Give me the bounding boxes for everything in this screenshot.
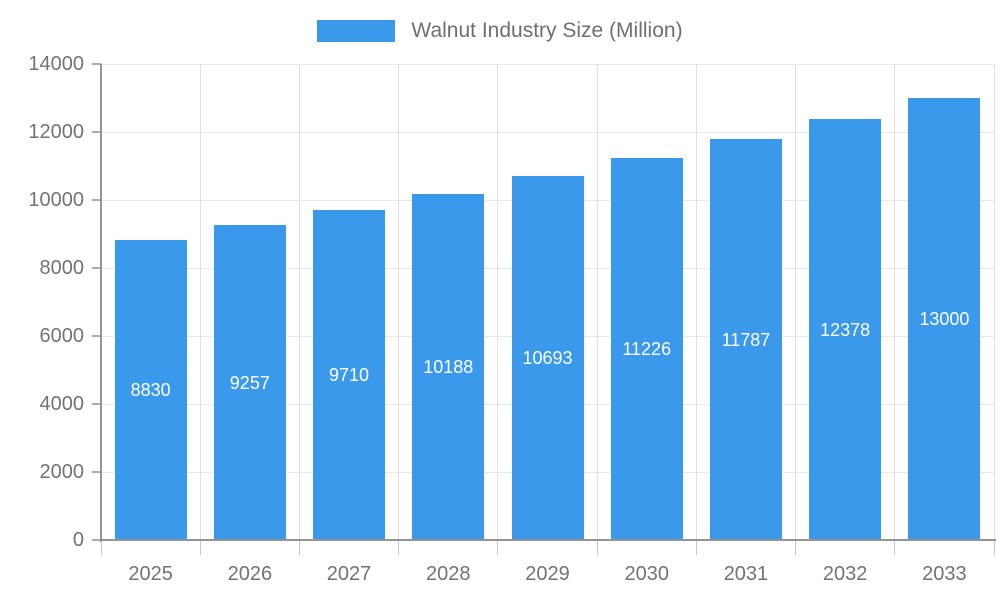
bar-value-label: 11787 (721, 329, 771, 350)
gridline-horizontal (101, 63, 994, 65)
y-axis-tick-label: 0 (72, 529, 84, 551)
x-axis-tick-label: 2029 (525, 563, 570, 585)
y-axis-tick (92, 267, 101, 269)
x-axis-tick (894, 540, 896, 555)
x-axis-tick (795, 540, 797, 555)
gridline-vertical (795, 64, 797, 540)
y-axis-tick (92, 471, 101, 473)
x-axis-tick-label: 2026 (227, 563, 273, 585)
x-axis-tick-label: 2033 (922, 563, 967, 585)
x-axis-tick (497, 540, 499, 555)
gridline-vertical (695, 64, 697, 540)
bar-value-label: 9257 (229, 372, 270, 393)
x-axis-tick (199, 540, 201, 555)
x-axis-tick (695, 540, 697, 555)
bar (610, 158, 683, 540)
y-axis-tick-label: 8000 (39, 257, 85, 279)
bar-value-label: 13000 (919, 309, 970, 329)
bar (114, 239, 187, 540)
chart-legend: Walnut Industry Size (Million) (0, 16, 1000, 46)
x-axis-tick-label: 2028 (426, 563, 471, 585)
y-axis-tick-label: 14000 (28, 53, 84, 75)
gridline-vertical (993, 64, 995, 540)
x-axis-tick (596, 540, 598, 555)
bar (809, 119, 882, 540)
x-axis-tick-label: 2030 (624, 563, 669, 585)
y-axis-tick (92, 63, 101, 65)
y-axis-tick-label: 2000 (39, 461, 85, 483)
bar-value-label: 10188 (423, 356, 474, 377)
x-axis-tick (100, 540, 102, 555)
bar (412, 193, 485, 540)
bar-value-label: 8830 (130, 379, 171, 400)
y-axis-line (100, 64, 102, 542)
y-axis-tick (92, 131, 101, 133)
gridline-vertical (199, 64, 201, 540)
gridline-horizontal (101, 131, 994, 133)
x-axis-tick-label: 2025 (128, 563, 173, 585)
bar (709, 139, 782, 540)
y-axis-tick (92, 335, 101, 337)
gridline-vertical (497, 64, 499, 540)
legend-label: Walnut Industry Size (Million) (411, 19, 683, 42)
bar (213, 225, 286, 540)
gridline-vertical (298, 64, 300, 540)
bar-value-label: 10693 (522, 348, 573, 369)
y-axis-tick-label: 4000 (39, 393, 85, 415)
y-axis-tick-label: 6000 (39, 325, 85, 347)
bar (908, 98, 981, 540)
bar-value-label: 12378 (820, 319, 871, 340)
x-axis-tick (993, 540, 995, 555)
bar (511, 176, 584, 540)
y-axis-tick (92, 539, 101, 541)
bar (313, 209, 386, 540)
x-axis-tick (298, 540, 300, 555)
x-axis-tick-label: 2032 (822, 563, 868, 585)
x-axis-tick-label: 2031 (723, 563, 769, 585)
bar-value-label: 9710 (329, 364, 370, 385)
gridline-vertical (596, 64, 598, 540)
bar-value-label: 11226 (622, 339, 672, 360)
gridline-vertical (398, 64, 400, 540)
x-axis-tick-label: 2027 (326, 563, 372, 585)
x-axis-tick (398, 540, 400, 555)
x-axis-line (100, 539, 996, 541)
y-axis-tick-label: 10000 (28, 189, 84, 211)
gridline-vertical (894, 64, 896, 540)
y-axis-tick (92, 199, 101, 201)
y-axis-tick (92, 403, 101, 405)
y-axis-tick-label: 12000 (28, 121, 84, 143)
legend-swatch-icon (317, 20, 396, 42)
